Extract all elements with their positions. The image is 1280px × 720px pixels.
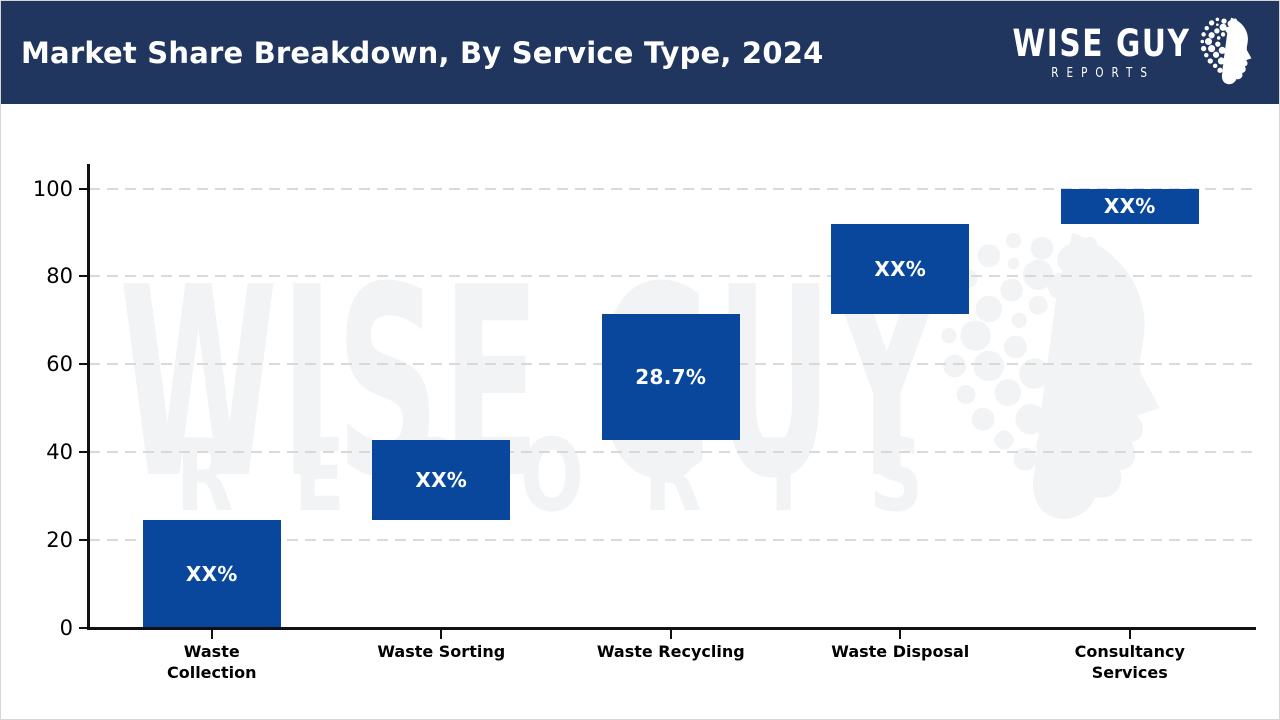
brand-logo: WISE GUY REPORTS bbox=[968, 13, 1255, 93]
watermark-subtext: REPORTS bbox=[176, 417, 984, 534]
x-tick bbox=[1128, 630, 1131, 639]
gridline-80 bbox=[89, 275, 1254, 278]
y-tick-label: 40 bbox=[46, 440, 73, 465]
y-tick bbox=[79, 627, 89, 629]
x-axis-label-waste-recycling: Waste Recycling bbox=[596, 642, 745, 661]
y-axis-line bbox=[87, 164, 90, 630]
bar-waste-recycling: 28.7% bbox=[601, 314, 740, 441]
bar-waste-collection: XX% bbox=[142, 520, 281, 628]
y-tick bbox=[79, 539, 89, 542]
x-axis-label-waste-disposal: Waste Disposal bbox=[831, 642, 970, 661]
x-tick bbox=[899, 630, 902, 639]
logo-head-icon bbox=[1193, 13, 1255, 93]
bar-label-consultancy-services: XX% bbox=[1103, 194, 1156, 219]
logo-wordmark-block: WISE GUY REPORTS bbox=[1013, 25, 1191, 81]
y-tick bbox=[79, 451, 89, 454]
header: Market Share Breakdown, By Service Type,… bbox=[1, 1, 1279, 104]
y-tick-label: 20 bbox=[46, 528, 73, 553]
x-tick bbox=[440, 630, 443, 639]
bar-label-waste-collection: XX% bbox=[185, 562, 238, 587]
bar-waste-disposal: XX% bbox=[831, 223, 970, 315]
bar-waste-sorting: XX% bbox=[372, 440, 511, 521]
y-tick-label: 80 bbox=[46, 264, 73, 289]
x-axis-label-waste-collection: Waste Collection bbox=[166, 642, 257, 682]
bar-label-waste-disposal: XX% bbox=[874, 256, 927, 281]
gridline-40 bbox=[89, 451, 1254, 454]
y-tick-label: 100 bbox=[32, 176, 73, 201]
x-tick bbox=[210, 630, 213, 639]
page-title: Market Share Breakdown, By Service Type,… bbox=[21, 35, 824, 70]
x-tick bbox=[669, 630, 672, 639]
x-axis-line bbox=[87, 627, 1256, 630]
x-axis-label-waste-sorting: Waste Sorting bbox=[377, 642, 506, 661]
bar-label-waste-sorting: XX% bbox=[415, 468, 468, 493]
bar-label-waste-recycling: 28.7% bbox=[635, 365, 707, 390]
logo-wordmark: WISE GUY bbox=[1012, 21, 1191, 65]
bar-consultancy-services: XX% bbox=[1060, 188, 1199, 224]
y-tick-label: 0 bbox=[59, 616, 73, 640]
x-axis-label-consultancy-services: Consultancy Services bbox=[1074, 642, 1185, 682]
watermark-wordmark: WISE GUY bbox=[119, 231, 942, 536]
gridline-20 bbox=[89, 539, 1254, 542]
y-tick bbox=[79, 275, 89, 278]
y-tick bbox=[79, 363, 89, 366]
logo-subtext: REPORTS bbox=[1051, 65, 1156, 81]
gridline-100 bbox=[89, 187, 1254, 190]
y-tick-label: 60 bbox=[46, 352, 73, 377]
y-tick bbox=[79, 187, 89, 190]
